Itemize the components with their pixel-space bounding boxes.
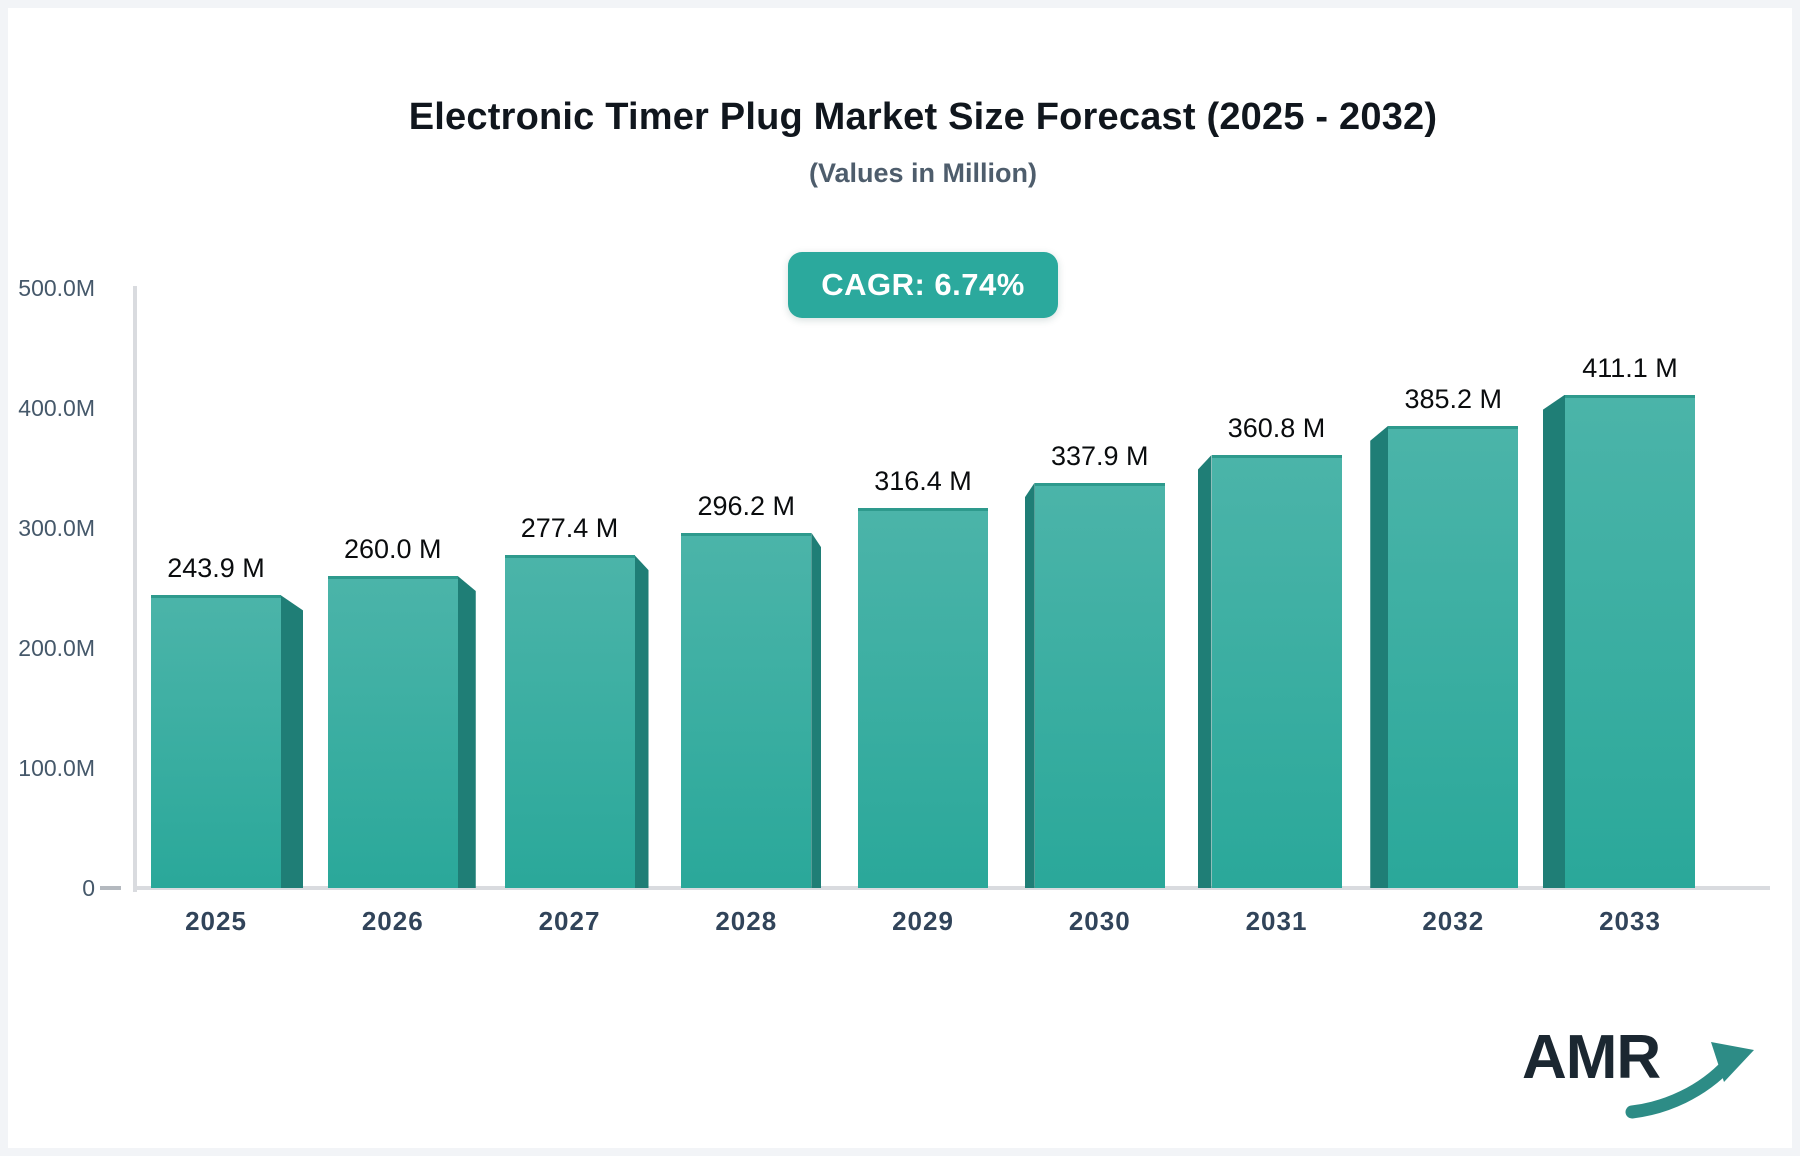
bar — [151, 595, 281, 888]
x-axis-label: 2025 — [185, 906, 247, 936]
x-axis-label: 2028 — [715, 906, 778, 936]
bar — [1388, 425, 1519, 888]
bar-value-label: 316.4 M — [874, 466, 972, 497]
y-tick-label: 0 — [82, 875, 95, 901]
bar-side-face — [281, 595, 303, 888]
x-axis-label: 2026 — [361, 906, 424, 936]
y-axis-line — [133, 286, 137, 892]
bar — [504, 555, 635, 888]
bar-side-face — [1543, 394, 1565, 888]
x-axis-label: 2030 — [1068, 906, 1131, 936]
zero-tick-mark — [100, 886, 121, 890]
x-axis-label: 2033 — [1599, 906, 1661, 936]
y-tick-label: 100.0M — [18, 755, 95, 781]
bar-value-label: 360.8 M — [1227, 413, 1326, 444]
chart-title: Electronic Timer Plug Market Size Foreca… — [408, 96, 1438, 138]
bar — [1034, 482, 1165, 888]
growth-arrow-icon — [1625, 1042, 1754, 1119]
x-axis-label: 2029 — [892, 906, 954, 936]
bar-side-face — [811, 532, 822, 888]
bar-value-label: 337.9 M — [1050, 440, 1149, 471]
amr-logo: AMR — [1522, 1022, 1762, 1122]
bar-side-face — [1197, 455, 1212, 888]
x-axis-line — [133, 886, 1770, 890]
x-axis-label: 2031 — [1245, 906, 1308, 936]
x-axis-label: 2032 — [1422, 906, 1485, 936]
bar-side-face — [634, 555, 649, 888]
bar — [681, 532, 812, 888]
bar-value-label: 296.2 M — [697, 490, 796, 521]
x-axis-label: 2027 — [538, 906, 601, 936]
bar — [858, 508, 988, 888]
bar-value-label: 385.2 M — [1404, 383, 1503, 414]
bar-side-face — [457, 576, 476, 888]
y-tick-label: 200.0M — [18, 635, 95, 661]
bar — [1565, 394, 1695, 888]
bar-value-label: 411.1 M — [1582, 352, 1678, 383]
bar-side-face — [1024, 482, 1035, 888]
bar-value-label: 260.0 M — [343, 534, 442, 564]
amr-logo-text: AMR — [1522, 1023, 1661, 1092]
bar-side-face — [1370, 425, 1389, 888]
bar-value-label: 277.4 M — [520, 513, 619, 544]
bar — [327, 576, 458, 888]
y-tick-label: 500.0M — [18, 275, 95, 301]
y-tick-label: 300.0M — [18, 515, 95, 541]
bar — [1211, 455, 1342, 888]
y-tick-label: 400.0M — [18, 395, 95, 421]
cagr-badge: CAGR: 6.74% — [788, 252, 1058, 318]
chart-subtitle: (Values in Million) — [808, 158, 1038, 188]
bar-value-label: 243.9 M — [167, 553, 265, 584]
